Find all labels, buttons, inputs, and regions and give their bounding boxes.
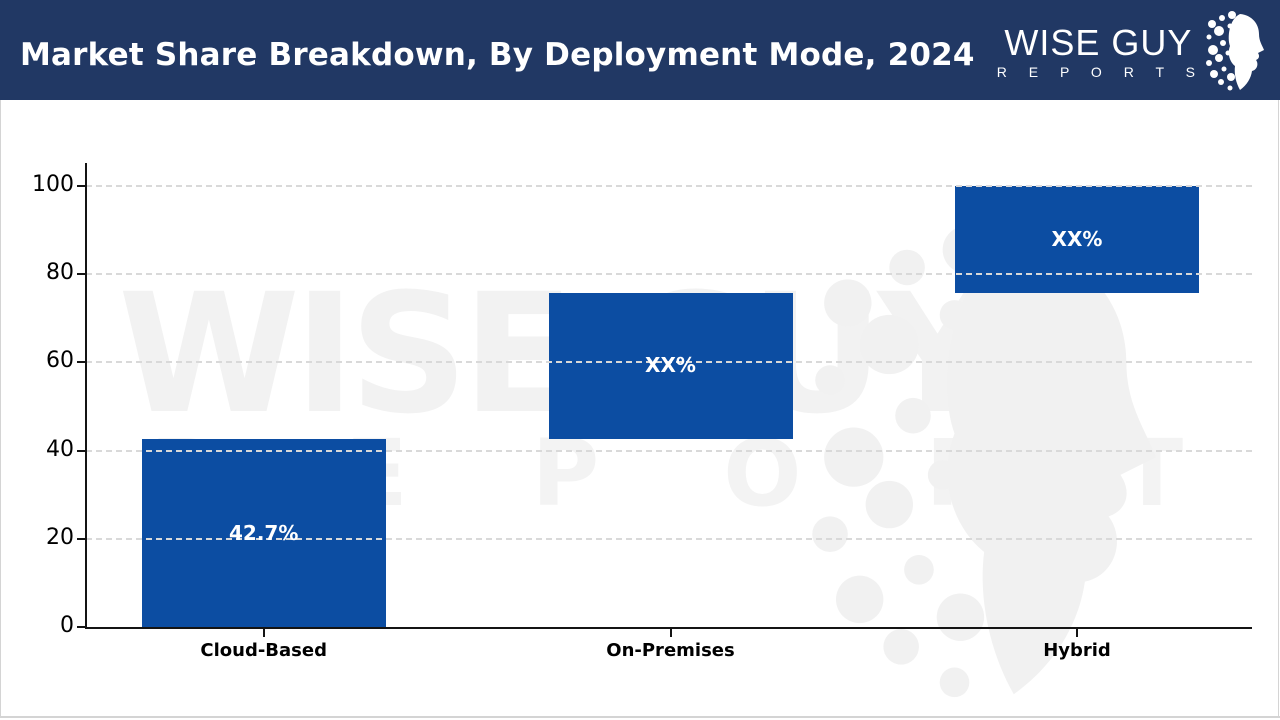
x-tick-0 [262, 629, 265, 637]
header-band: Market Share Breakdown, By Deployment Mo… [0, 0, 1280, 100]
gridline-60 [86, 361, 1252, 364]
x-category-label: Cloud-Based [200, 640, 327, 661]
y-tick-label-100: 100 [32, 172, 74, 197]
y-tick-label-20: 20 [46, 524, 74, 550]
bar-Cloud-Based [141, 438, 386, 627]
y-tick-60 [77, 361, 85, 364]
logo-head-icon [1206, 11, 1264, 91]
y-tick-40 [77, 449, 85, 452]
y-tick-20 [77, 537, 85, 540]
gridline-100 [86, 185, 1252, 187]
gridline-80 [86, 273, 1252, 276]
x-category-label: Hybrid [1043, 640, 1111, 661]
gridline-20 [86, 537, 1252, 540]
bar-value-label: 42.7% [228, 520, 299, 545]
gridline-40 [86, 449, 1252, 452]
y-tick-label-60: 60 [46, 348, 74, 374]
y-tick-label-40: 40 [46, 436, 74, 462]
logo-subtext: R E P O R T S [996, 64, 1204, 80]
y-tick-100 [77, 185, 85, 187]
x-tick-1 [669, 629, 672, 637]
y-tick-80 [77, 273, 85, 276]
logo-wordmark: WISE GUY [1004, 22, 1193, 63]
y-axis-spine [85, 163, 87, 629]
logo-text: WISE GUY R E P O R T S [993, 22, 1204, 80]
bar-value-label: XX% [1051, 227, 1103, 251]
x-tick-2 [1076, 629, 1078, 637]
x-axis-spine [85, 627, 1252, 629]
y-tick-label-80: 80 [46, 260, 74, 286]
wise-guy-reports-logo: WISE GUY R E P O R T S [993, 11, 1268, 93]
page-border-bottom [0, 716, 1280, 718]
x-category-label: On-Premises [606, 640, 735, 661]
y-tick-label-0: 0 [60, 613, 74, 638]
y-tick-0 [77, 626, 85, 628]
page-border-right [1278, 100, 1279, 718]
page-title: Market Share Breakdown, By Deployment Mo… [20, 37, 975, 73]
page-border-left [0, 100, 1, 718]
bar-On-Premises [548, 293, 793, 439]
bar-value-label: XX% [645, 353, 696, 378]
